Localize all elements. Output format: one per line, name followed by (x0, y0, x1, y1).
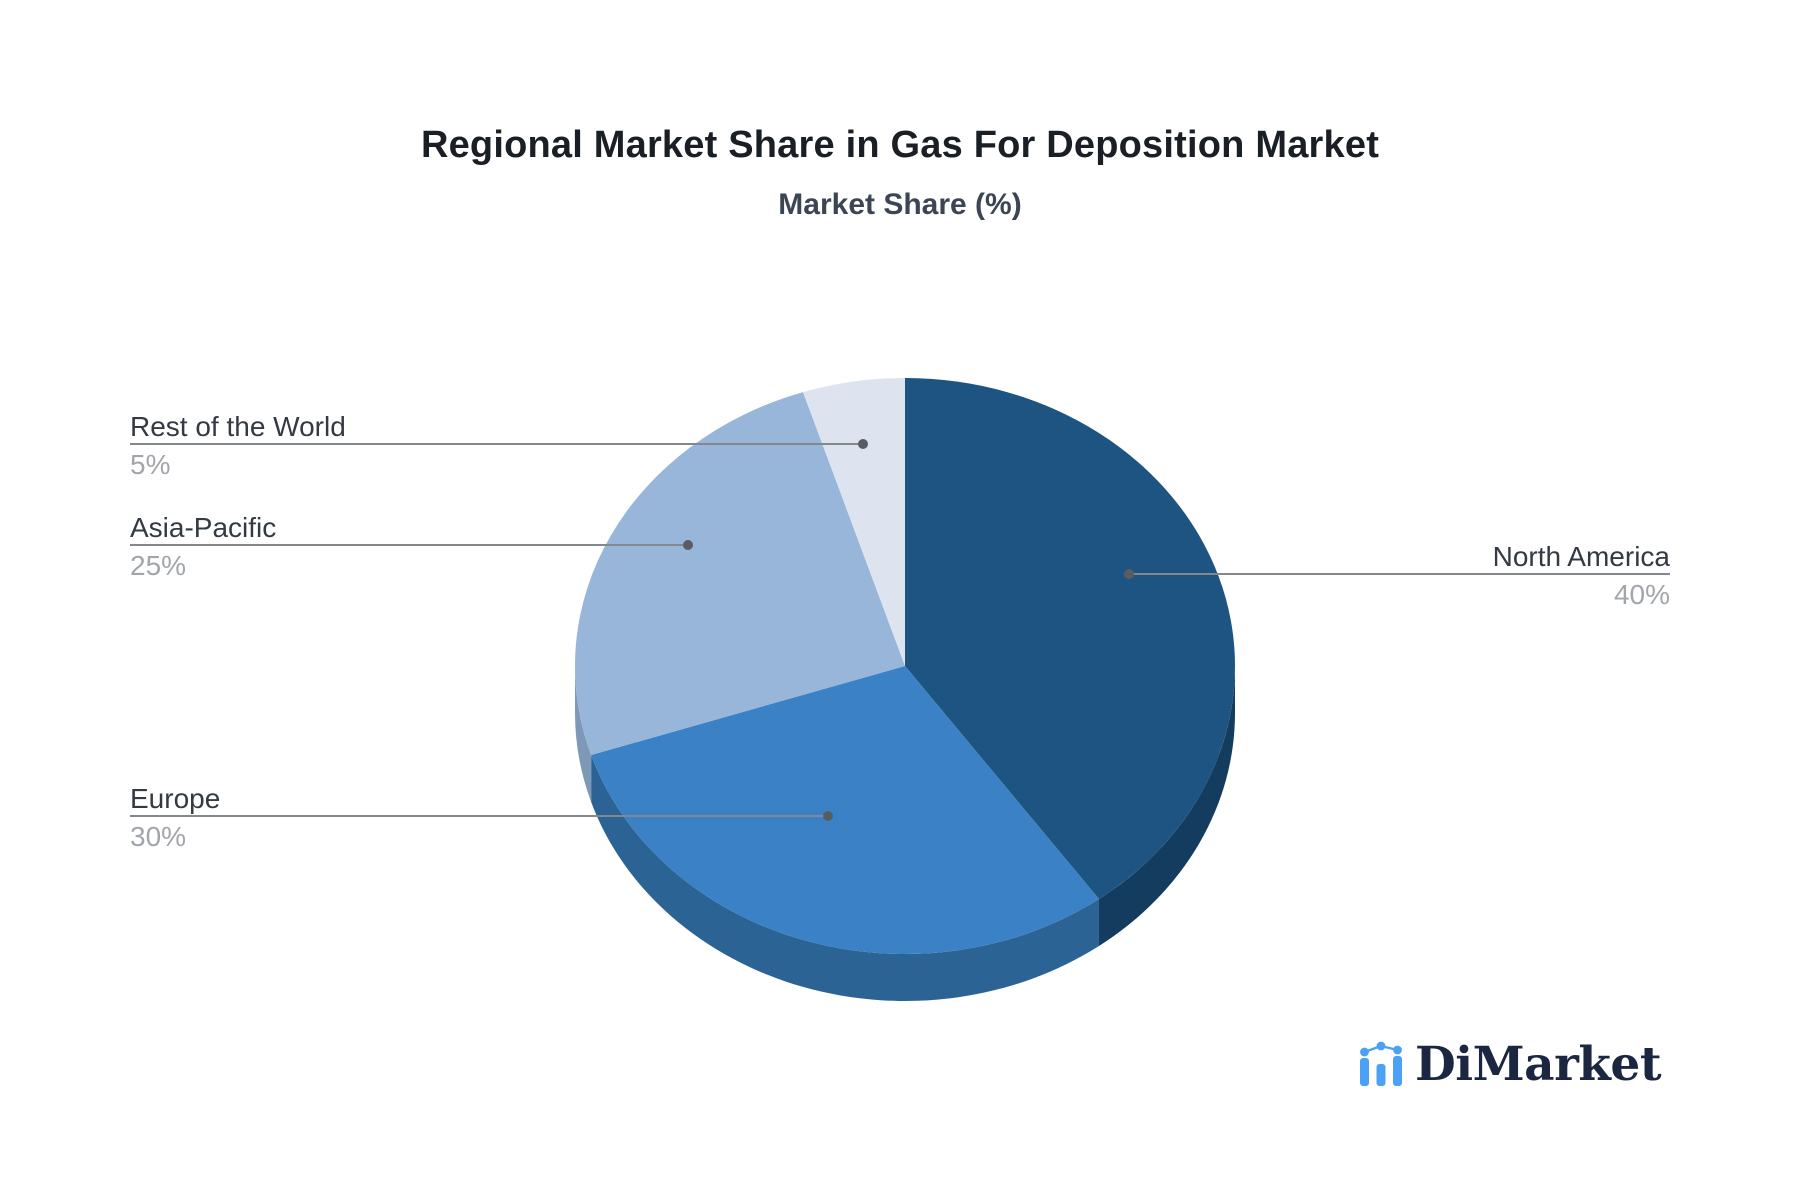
callout-label-north-america: North America (1492, 541, 1670, 572)
leader-dot-rest-of-the-world (858, 439, 868, 449)
pie-slice-north-america[interactable] (905, 378, 1235, 899)
callout-value-asia-pacific: 25% (130, 550, 187, 581)
pie-slice-side-europe (591, 754, 1099, 1001)
callout-value-europe: 30% (130, 821, 187, 852)
pie-slice-rest-of-the-world[interactable] (803, 378, 905, 666)
bar-line-chart-icon (1360, 1041, 1402, 1086)
pie-slice-europe[interactable] (591, 666, 1099, 954)
callout-value-rest-of-the-world: 5% (130, 449, 171, 480)
leader-dot-europe (823, 811, 833, 821)
pie-slice-side-asia-pacific (575, 666, 592, 802)
pie-slice-side-north-america (1098, 666, 1235, 946)
chart-subtitle: Market Share (%) (778, 188, 1022, 221)
callout-label-asia-pacific: Asia-Pacific (130, 512, 277, 543)
callout-value-north-america: 40% (1613, 579, 1670, 610)
leader-dot-asia-pacific (683, 540, 693, 550)
leader-dot-north-america (1124, 569, 1134, 579)
brand-name: DiMarket (1415, 1037, 1662, 1092)
chart-title: Regional Market Share in Gas For Deposit… (420, 124, 1380, 166)
brand-logo[interactable]: DiMarket (1358, 1037, 1662, 1092)
pie-slice-asia-pacific[interactable] (575, 392, 905, 755)
callout-label-europe: Europe (130, 783, 221, 814)
callout-label-rest-of-the-world: Rest of the World (130, 411, 346, 442)
